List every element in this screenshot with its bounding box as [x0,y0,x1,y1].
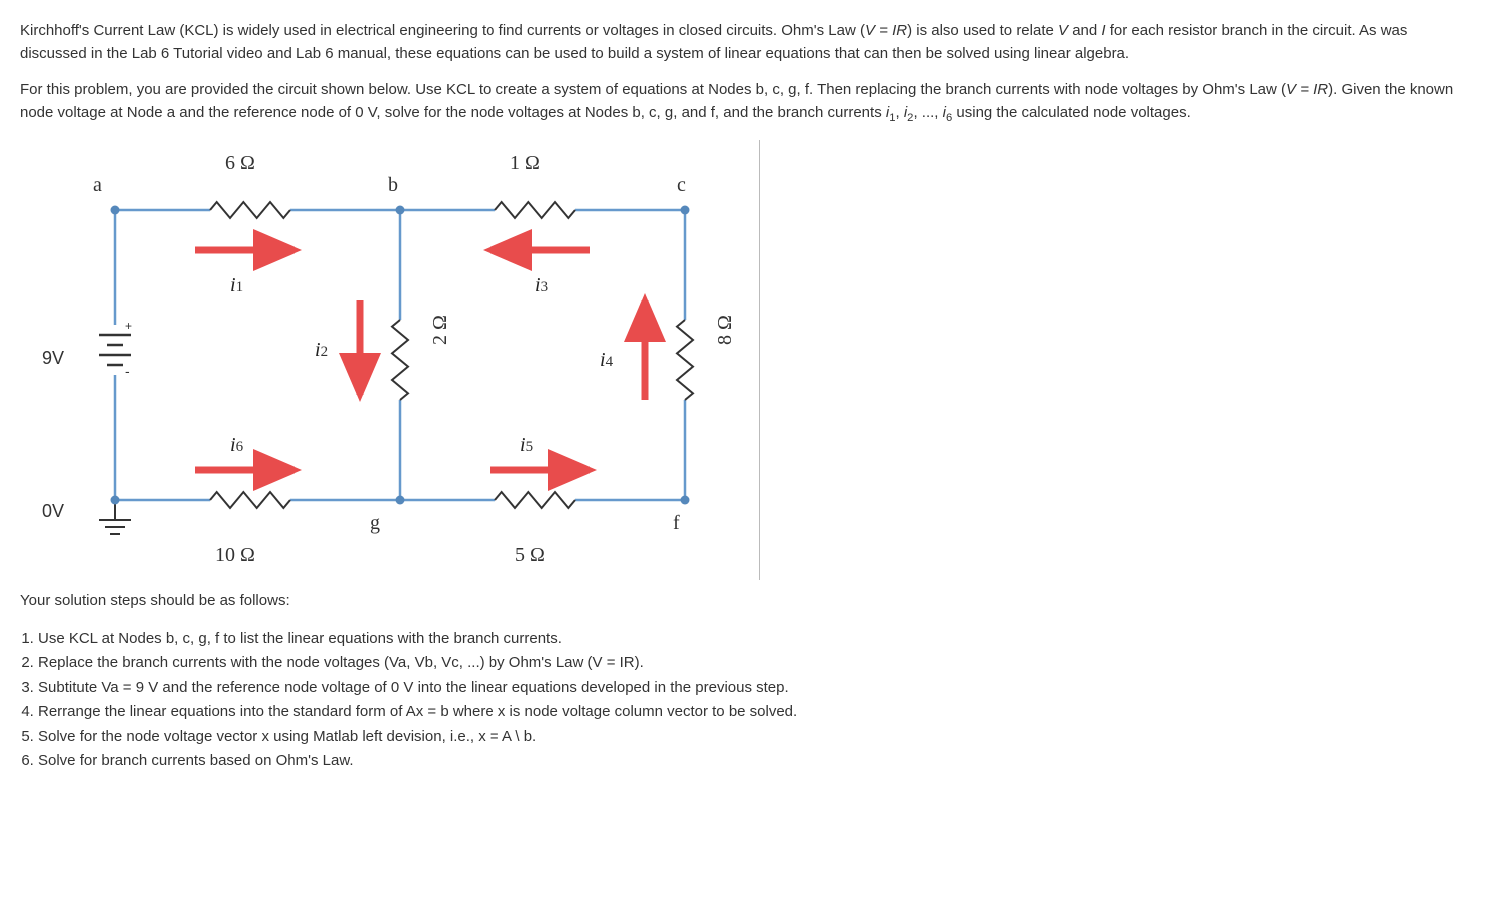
step-item: Rerrange the linear equations into the s… [38,701,1468,724]
step-item: Replace the branch currents with the nod… [38,652,1468,675]
equation: V = IR [865,22,907,39]
text: and [1068,22,1101,39]
text: using the calculated node voltages. [952,104,1191,121]
text: ) is also used to relate [907,22,1058,39]
circuit-diagram: +- abcgf6 Ω1 Ω2 Ω8 Ω10 Ω5 Ωi1i3i2i4i6i59… [20,140,760,580]
svg-text:-: - [125,363,130,379]
intro-p1: Kirchhoff's Current Law (KCL) is widely … [20,20,1468,65]
steps-lead: Your solution steps should be as follows… [20,590,1468,613]
step-item: Solve for the node voltage vector x usin… [38,726,1468,749]
text: , [895,104,903,121]
intro-paragraphs: Kirchhoff's Current Law (KCL) is widely … [20,20,1468,126]
step-item: Solve for branch currents based on Ohm's… [38,750,1468,773]
step-item: Subtitute Va = 9 V and the reference nod… [38,677,1468,700]
svg-text:+: + [125,319,132,333]
var-V: V [1058,22,1068,39]
step-item: Use KCL at Nodes b, c, g, f to list the … [38,628,1468,651]
intro-p2: For this problem, you are provided the c… [20,79,1468,126]
text: , ..., [913,104,942,121]
circuit-svg: +- [20,140,760,580]
steps-list: Use KCL at Nodes b, c, g, f to list the … [38,628,1468,773]
text: Kirchhoff's Current Law (KCL) is widely … [20,22,865,39]
text: For this problem, you are provided the c… [20,81,1286,98]
equation: V = IR [1286,81,1328,98]
